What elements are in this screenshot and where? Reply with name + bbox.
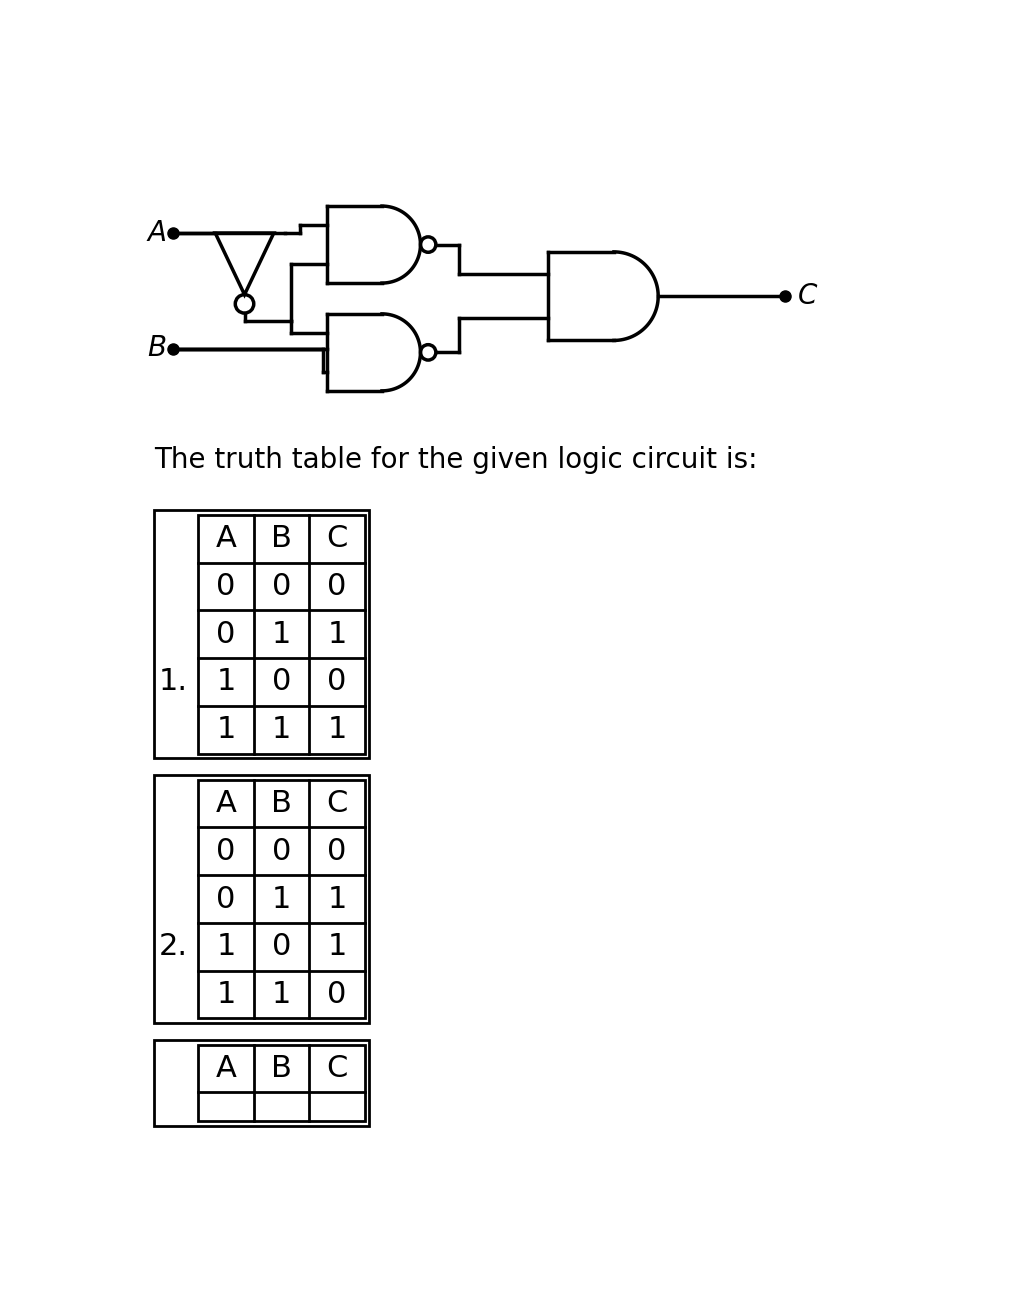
Text: 0: 0 <box>271 836 291 865</box>
Text: 1: 1 <box>271 716 291 744</box>
Text: 0: 0 <box>216 836 236 865</box>
Text: 1: 1 <box>271 885 291 914</box>
Bar <box>154 1040 370 1125</box>
Text: 0: 0 <box>271 667 291 696</box>
Bar <box>154 775 370 1023</box>
Text: $C$: $C$ <box>797 282 818 310</box>
Text: B: B <box>271 789 292 818</box>
Text: 1: 1 <box>216 932 236 961</box>
Text: 0: 0 <box>216 885 236 914</box>
Bar <box>199 780 365 1019</box>
Text: 1: 1 <box>328 885 346 914</box>
Text: 1: 1 <box>328 932 346 961</box>
Text: 0: 0 <box>328 667 346 696</box>
Text: B: B <box>271 1054 292 1083</box>
Text: 0: 0 <box>328 572 346 601</box>
Text: 0: 0 <box>216 620 236 649</box>
Text: $A$: $A$ <box>146 219 167 247</box>
Bar <box>199 1045 365 1121</box>
Text: C: C <box>327 789 347 818</box>
Text: B: B <box>271 524 292 553</box>
Text: C: C <box>327 524 347 553</box>
Text: 1.: 1. <box>159 667 188 696</box>
Text: 1: 1 <box>216 667 236 696</box>
Text: A: A <box>216 789 237 818</box>
Text: A: A <box>216 524 237 553</box>
Text: The truth table for the given logic circuit is:: The truth table for the given logic circ… <box>154 446 757 474</box>
Text: 0: 0 <box>216 572 236 601</box>
Text: 1: 1 <box>271 979 291 1010</box>
Text: 1: 1 <box>216 979 236 1010</box>
Text: C: C <box>327 1054 347 1083</box>
Text: 0: 0 <box>328 836 346 865</box>
Text: 0: 0 <box>271 572 291 601</box>
Text: 0: 0 <box>328 979 346 1010</box>
Text: 2.: 2. <box>159 932 188 961</box>
Bar <box>154 511 370 758</box>
Text: 1: 1 <box>271 620 291 649</box>
Text: A: A <box>216 1054 237 1083</box>
Bar <box>199 515 365 754</box>
Text: 1: 1 <box>328 620 346 649</box>
Text: $B$: $B$ <box>147 335 167 362</box>
Text: 1: 1 <box>328 716 346 744</box>
Text: 0: 0 <box>271 932 291 961</box>
Text: 1: 1 <box>216 716 236 744</box>
